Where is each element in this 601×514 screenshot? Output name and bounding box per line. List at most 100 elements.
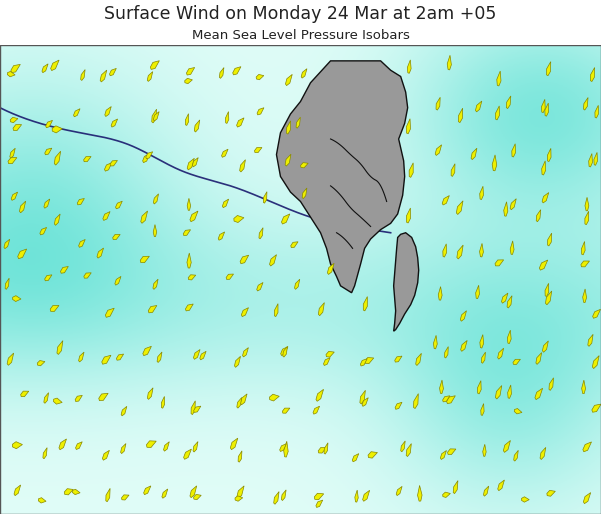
Polygon shape bbox=[475, 101, 482, 112]
Polygon shape bbox=[10, 148, 15, 158]
Polygon shape bbox=[64, 489, 73, 495]
Polygon shape bbox=[448, 449, 456, 454]
Polygon shape bbox=[281, 346, 288, 356]
Polygon shape bbox=[501, 293, 508, 303]
Polygon shape bbox=[147, 388, 153, 399]
Polygon shape bbox=[492, 155, 497, 171]
Polygon shape bbox=[447, 396, 456, 403]
Polygon shape bbox=[234, 356, 240, 368]
Polygon shape bbox=[363, 297, 367, 311]
Polygon shape bbox=[20, 391, 29, 397]
Polygon shape bbox=[106, 488, 110, 502]
Polygon shape bbox=[406, 444, 411, 456]
Polygon shape bbox=[84, 157, 91, 162]
Polygon shape bbox=[460, 340, 467, 352]
Polygon shape bbox=[456, 201, 463, 214]
Polygon shape bbox=[546, 291, 552, 305]
Polygon shape bbox=[187, 158, 194, 170]
Polygon shape bbox=[38, 498, 46, 503]
Polygon shape bbox=[413, 394, 418, 409]
Polygon shape bbox=[593, 309, 600, 318]
Polygon shape bbox=[595, 105, 599, 118]
Polygon shape bbox=[142, 154, 150, 162]
Polygon shape bbox=[355, 490, 358, 502]
Polygon shape bbox=[504, 202, 508, 216]
Polygon shape bbox=[581, 242, 585, 255]
Polygon shape bbox=[362, 490, 370, 501]
Polygon shape bbox=[230, 438, 238, 450]
Polygon shape bbox=[548, 149, 551, 161]
Polygon shape bbox=[395, 356, 402, 362]
Polygon shape bbox=[188, 275, 196, 280]
Polygon shape bbox=[141, 211, 148, 223]
Polygon shape bbox=[543, 341, 548, 352]
Polygon shape bbox=[161, 396, 165, 408]
Polygon shape bbox=[406, 119, 410, 134]
Polygon shape bbox=[100, 70, 107, 82]
Polygon shape bbox=[504, 440, 510, 452]
Polygon shape bbox=[583, 442, 591, 452]
Polygon shape bbox=[291, 242, 298, 248]
Polygon shape bbox=[11, 192, 17, 200]
Polygon shape bbox=[512, 144, 516, 157]
Polygon shape bbox=[57, 341, 63, 355]
Polygon shape bbox=[4, 239, 10, 249]
Polygon shape bbox=[302, 188, 307, 198]
Polygon shape bbox=[109, 68, 117, 76]
Polygon shape bbox=[326, 352, 334, 357]
Polygon shape bbox=[240, 255, 249, 264]
Polygon shape bbox=[283, 346, 287, 357]
Polygon shape bbox=[40, 227, 47, 235]
Polygon shape bbox=[457, 245, 463, 259]
Polygon shape bbox=[237, 486, 244, 499]
Polygon shape bbox=[163, 442, 169, 451]
Polygon shape bbox=[316, 500, 323, 507]
Polygon shape bbox=[115, 201, 122, 209]
Polygon shape bbox=[269, 254, 276, 266]
Polygon shape bbox=[514, 450, 518, 461]
Polygon shape bbox=[284, 442, 288, 457]
Polygon shape bbox=[352, 454, 359, 462]
Polygon shape bbox=[318, 448, 326, 453]
Polygon shape bbox=[495, 386, 502, 399]
Polygon shape bbox=[296, 117, 300, 128]
Polygon shape bbox=[59, 439, 67, 450]
Polygon shape bbox=[480, 186, 483, 199]
Polygon shape bbox=[192, 158, 198, 167]
Polygon shape bbox=[233, 67, 241, 75]
Polygon shape bbox=[443, 492, 450, 498]
Polygon shape bbox=[542, 99, 545, 113]
Polygon shape bbox=[53, 398, 62, 404]
Polygon shape bbox=[162, 489, 168, 498]
Polygon shape bbox=[475, 285, 480, 299]
Polygon shape bbox=[510, 199, 516, 210]
Polygon shape bbox=[273, 491, 279, 504]
Polygon shape bbox=[19, 201, 26, 213]
Polygon shape bbox=[300, 162, 308, 168]
Polygon shape bbox=[55, 214, 60, 225]
Polygon shape bbox=[99, 393, 108, 401]
Polygon shape bbox=[121, 407, 127, 416]
Polygon shape bbox=[535, 388, 543, 399]
Polygon shape bbox=[13, 296, 21, 302]
Polygon shape bbox=[44, 275, 52, 281]
Polygon shape bbox=[14, 485, 20, 495]
Polygon shape bbox=[471, 148, 477, 160]
Polygon shape bbox=[54, 151, 61, 165]
Polygon shape bbox=[37, 360, 45, 366]
Polygon shape bbox=[459, 108, 463, 122]
Polygon shape bbox=[147, 71, 153, 81]
Polygon shape bbox=[589, 154, 593, 167]
Polygon shape bbox=[323, 358, 330, 365]
Polygon shape bbox=[592, 404, 601, 412]
Polygon shape bbox=[42, 64, 48, 72]
Polygon shape bbox=[328, 263, 334, 274]
Polygon shape bbox=[319, 303, 325, 316]
Polygon shape bbox=[184, 449, 191, 460]
Polygon shape bbox=[226, 274, 234, 280]
Polygon shape bbox=[590, 67, 594, 82]
Polygon shape bbox=[510, 241, 514, 254]
Polygon shape bbox=[480, 335, 484, 348]
Polygon shape bbox=[113, 234, 120, 240]
Polygon shape bbox=[401, 441, 405, 452]
